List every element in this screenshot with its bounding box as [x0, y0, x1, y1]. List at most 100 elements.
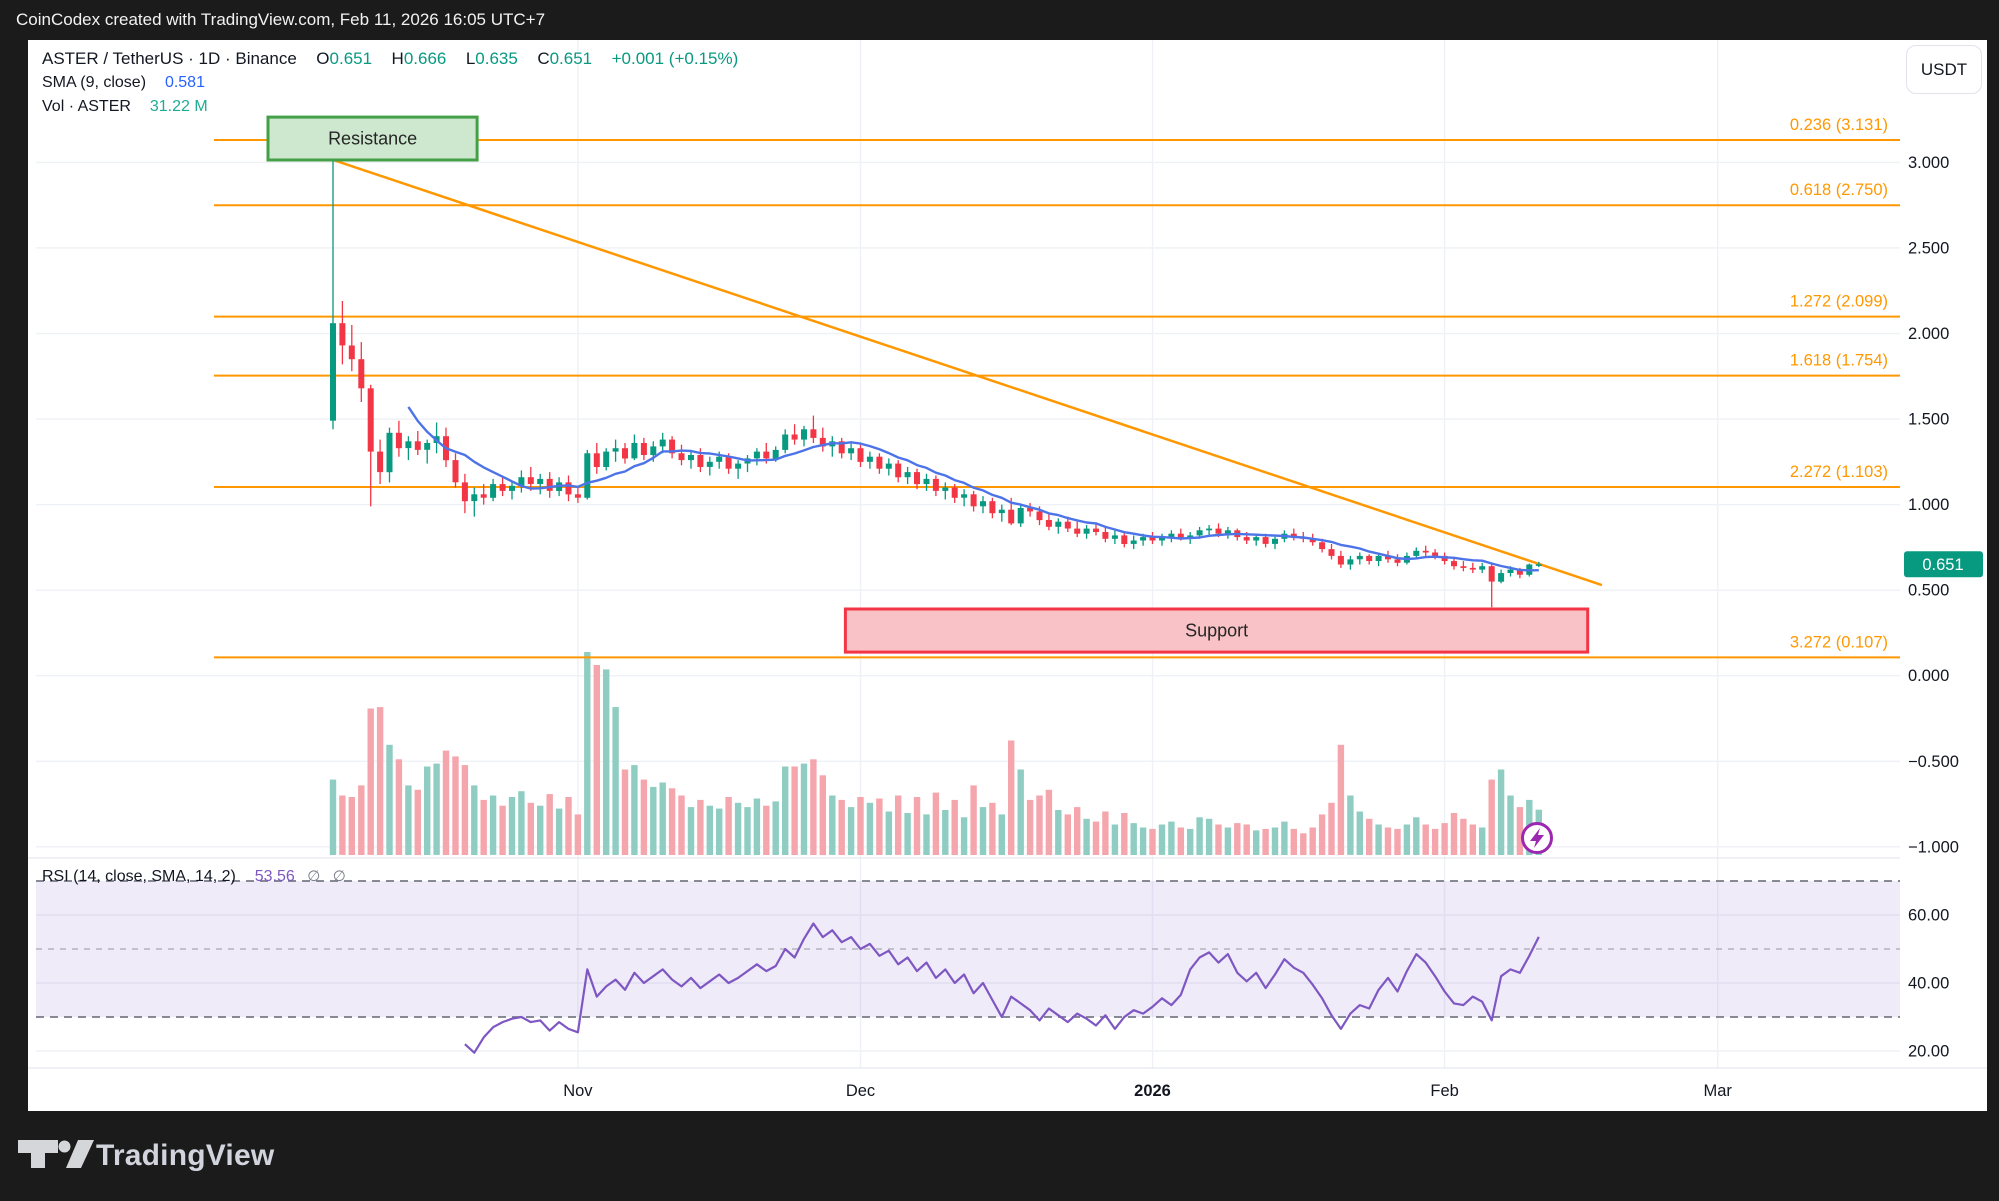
svg-text:Resistance: Resistance	[328, 129, 417, 149]
time-axis-label: Dec	[846, 1082, 875, 1100]
candle	[631, 443, 638, 459]
candle	[989, 501, 996, 514]
price-axis[interactable]: 3.000 2.500 2.000 1.500 1.000 0.500 0.000 −0.50…	[1904, 154, 1983, 1061]
volume-bar	[1036, 795, 1043, 855]
volume-bar	[471, 785, 478, 855]
flash-event-icon[interactable]	[1521, 822, 1553, 854]
volume-bar	[1318, 814, 1326, 855]
candle	[1017, 508, 1024, 524]
volume-bar	[1337, 744, 1345, 855]
volume-bar	[819, 775, 826, 856]
candle	[1309, 538, 1316, 543]
candle	[650, 446, 657, 455]
fib-retracement-layer: 0.236 (3.131) 0.618 (2.750) 1.272 (2.099) 1…	[214, 116, 1900, 659]
volume-bar	[348, 797, 355, 855]
volume-bar	[800, 763, 808, 855]
volume-bar	[1328, 802, 1335, 855]
volume-bar	[1290, 828, 1297, 855]
candle	[1206, 528, 1213, 531]
candle	[904, 472, 911, 478]
tradingview-brand-text[interactable]: TradingView	[96, 1139, 275, 1172]
candle	[348, 345, 355, 360]
candle	[603, 451, 610, 467]
candle	[339, 323, 346, 346]
candle	[1347, 559, 1354, 565]
time-axis-label: Feb	[1430, 1082, 1458, 1100]
candle	[612, 448, 619, 452]
candle	[1432, 552, 1439, 556]
volume-bar	[527, 802, 534, 855]
candle	[405, 441, 412, 449]
candle	[1243, 537, 1250, 541]
volume-bar	[1139, 827, 1147, 856]
candle	[725, 456, 732, 469]
volume-bar	[979, 807, 987, 855]
candle	[753, 451, 760, 459]
volume-bar	[650, 786, 657, 855]
fib-label: 0.236 (3.131)	[1790, 116, 1888, 134]
volume-bar	[1083, 818, 1090, 856]
candle	[1479, 566, 1486, 570]
candle	[461, 482, 468, 502]
volume-bar	[621, 769, 629, 855]
price-axis-label: 0.000	[1908, 667, 1949, 685]
price-axis-label: 1.500	[1908, 411, 1949, 429]
volume-bar	[1017, 769, 1024, 855]
volume-bar	[546, 794, 553, 855]
volume-bar	[414, 789, 421, 856]
resistance-zone-box[interactable]: Resistance	[266, 115, 479, 162]
fib-label: 0.618 (2.750)	[1790, 181, 1888, 199]
candle	[1140, 537, 1147, 541]
grid-layer	[28, 40, 1987, 1069]
candle	[1093, 528, 1099, 532]
candle	[518, 477, 525, 486]
volume-bar	[1507, 795, 1514, 855]
candle	[1328, 549, 1335, 556]
candle	[998, 509, 1005, 514]
candle	[1027, 508, 1034, 512]
volume-bar	[1262, 828, 1269, 855]
volume-bar	[1045, 789, 1053, 856]
candle	[537, 478, 544, 484]
time-axis-label: 2026	[1134, 1082, 1171, 1100]
candle	[1290, 533, 1297, 538]
volume-bar	[489, 795, 497, 855]
candle	[1083, 528, 1090, 534]
volume-bar	[895, 795, 902, 855]
attribution-bar: CoinCodex created with TradingView.com, …	[0, 0, 1999, 40]
fib-label: 1.618 (1.754)	[1790, 352, 1888, 370]
candle	[509, 485, 515, 491]
candle	[1121, 535, 1128, 544]
volume-bar	[1450, 813, 1458, 855]
candle	[1507, 569, 1514, 573]
candle	[565, 482, 572, 495]
tradingview-logo-icon[interactable]	[18, 1139, 96, 1171]
candle	[801, 429, 807, 440]
candle	[923, 478, 930, 484]
volume-bar	[461, 765, 469, 855]
candle	[1130, 540, 1137, 544]
volume-bar	[1196, 817, 1203, 855]
time-axis[interactable]: Nov Dec 2026 Feb Mar	[563, 1082, 1732, 1100]
rsi-axis-label: 20.00	[1908, 1043, 1949, 1061]
candle	[584, 453, 591, 498]
candle	[1102, 532, 1109, 539]
volume-bar	[565, 797, 572, 855]
candle	[1215, 528, 1222, 534]
candle	[763, 451, 770, 459]
volume-bar	[716, 808, 723, 855]
candle	[1337, 555, 1344, 565]
volume-bar	[1347, 795, 1354, 855]
volume-bar	[1074, 807, 1081, 855]
volume-bar	[857, 797, 864, 855]
support-zone-box[interactable]: Support	[843, 607, 1590, 654]
volume-bar	[913, 797, 921, 855]
volume-bar	[829, 795, 836, 855]
volume-bar	[452, 756, 459, 855]
currency-toggle-button[interactable]: USDT	[1906, 45, 1982, 94]
volume-bar	[367, 708, 374, 855]
volume-bar	[885, 811, 892, 855]
descending-trendline[interactable]	[304, 149, 1603, 587]
candle	[866, 456, 873, 462]
candle	[1319, 542, 1326, 550]
